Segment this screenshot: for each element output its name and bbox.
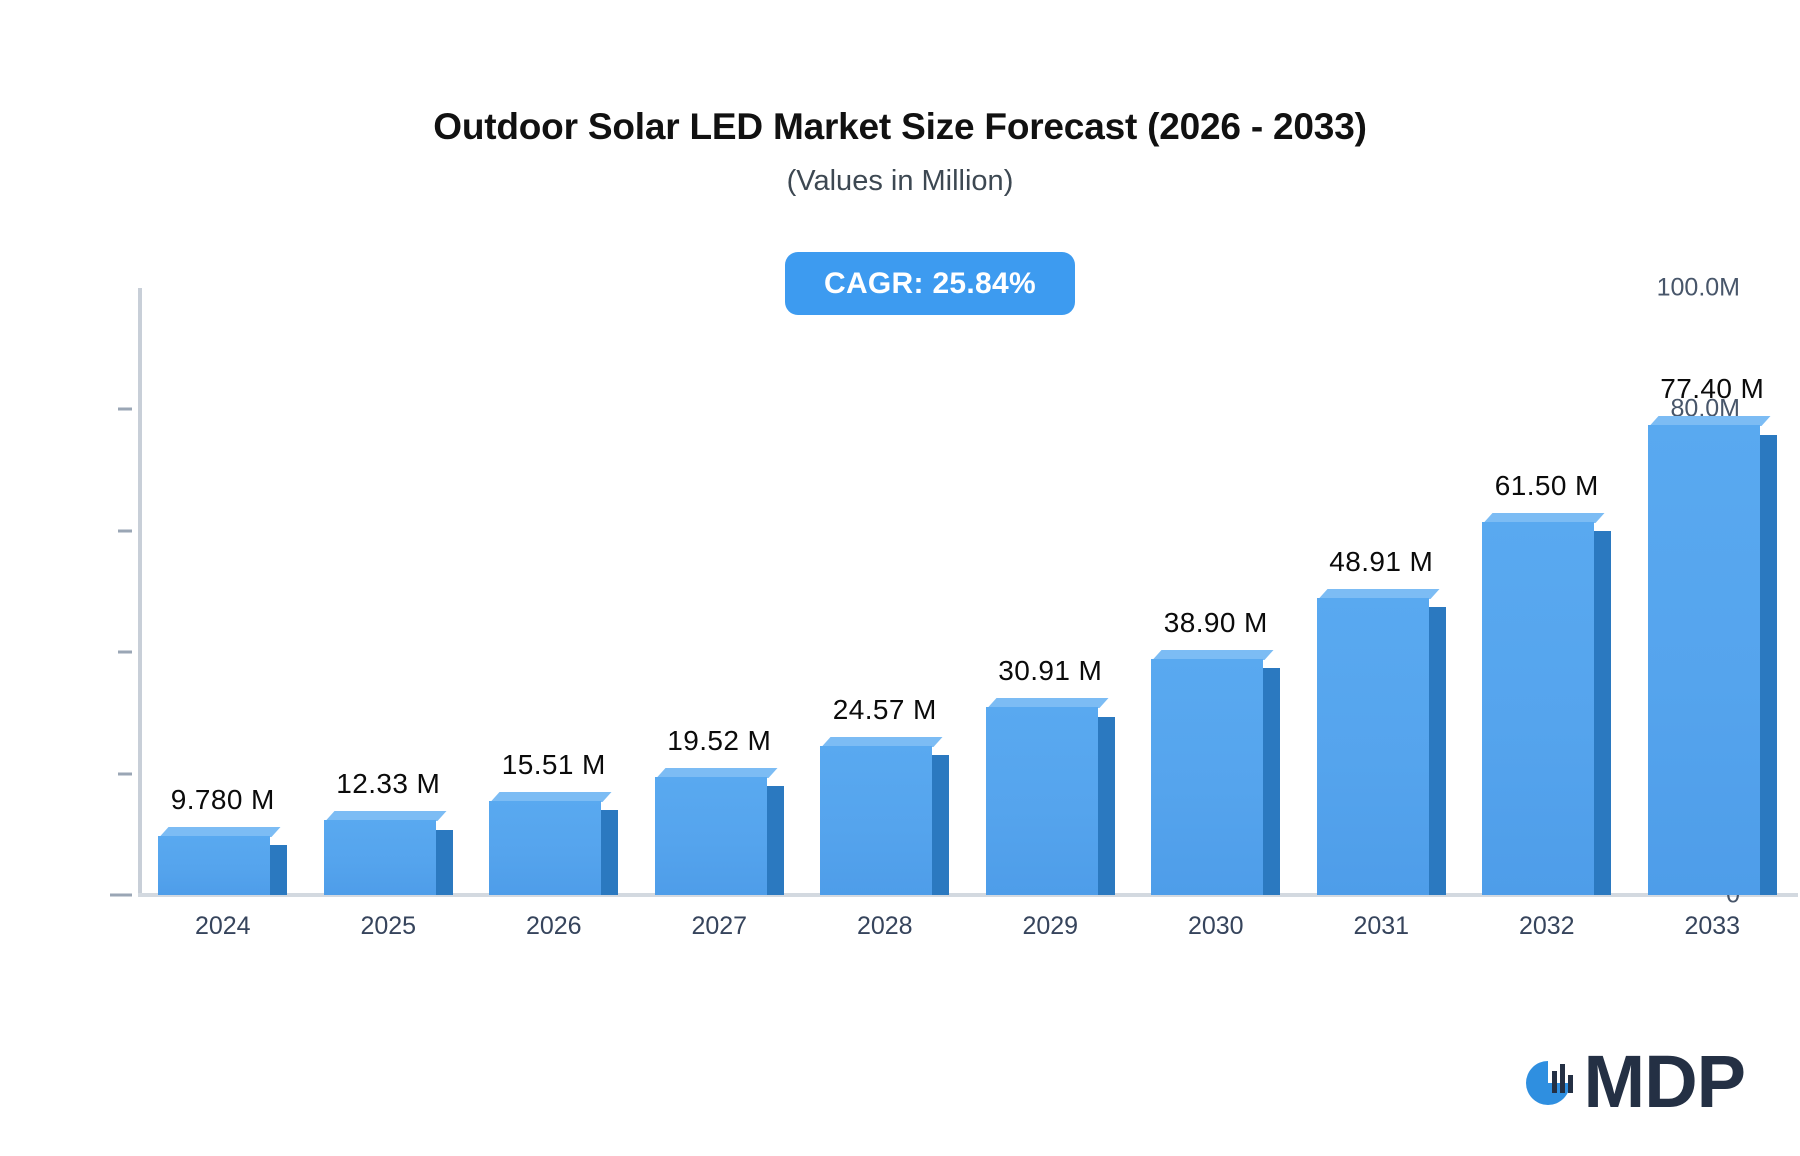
- x-axis-label-2031: 2031: [1353, 912, 1410, 940]
- bar-2028[interactable]: [820, 745, 933, 895]
- chart-title: Outdoor Solar LED Market Size Forecast (…: [433, 106, 1367, 147]
- bar-value-label: 24.57 M: [832, 693, 937, 725]
- chart-header: Outdoor Solar LED Market Size Forecast (…: [0, 0, 1800, 196]
- mdp-logo: MDP: [1522, 1040, 1746, 1124]
- x-axis-label-2027: 2027: [691, 912, 748, 940]
- y-axis-tick-mark: [118, 772, 132, 776]
- y-axis-tick-label: 100.0M: [1656, 273, 1740, 302]
- bar-value-label: 48.91 M: [1329, 546, 1434, 578]
- cagr-badge: CAGR: 25.84%: [785, 252, 1075, 315]
- x-axis-label-2030: 2030: [1187, 912, 1244, 940]
- x-axis-label-2026: 2026: [525, 912, 582, 940]
- bar-side-face: [1263, 668, 1281, 895]
- bar-2031[interactable]: [1316, 598, 1429, 895]
- x-axis-label-2025: 2025: [360, 912, 417, 940]
- bar-side-face: [601, 810, 619, 895]
- bar-2025[interactable]: [323, 820, 436, 895]
- x-axis-label-2029: 2029: [1022, 912, 1079, 940]
- x-axis-label-2024: 2024: [194, 912, 251, 940]
- y-axis-tick-mark: [118, 407, 132, 411]
- bar-2032[interactable]: [1482, 521, 1595, 895]
- chart-subtitle: (Values in Million): [786, 165, 1014, 197]
- bar-2026[interactable]: [489, 800, 602, 895]
- bar-value-label: 12.33 M: [336, 768, 441, 800]
- bar-2027[interactable]: [654, 776, 767, 895]
- bar-2033[interactable]: [1647, 425, 1760, 895]
- bar-2030[interactable]: [1151, 658, 1264, 895]
- bar-value-label: 15.51 M: [501, 748, 606, 780]
- x-axis-label-2032: 2032: [1518, 912, 1575, 940]
- bar-side-face: [1594, 531, 1612, 895]
- bar-value-label: 77.40 M: [1660, 373, 1765, 405]
- pie-bar-chart-icon: [1522, 1055, 1578, 1111]
- y-axis-tick-mark: [118, 650, 132, 654]
- bar-2024[interactable]: [158, 835, 271, 895]
- bar-2029[interactable]: [985, 707, 1098, 895]
- x-axis-label-2028: 2028: [856, 912, 913, 940]
- bar-value-label: 19.52 M: [667, 724, 772, 756]
- y-axis-line: [138, 288, 142, 896]
- bar-side-face: [270, 845, 288, 895]
- x-axis-line: [138, 893, 1798, 897]
- x-axis-label-2033: 2033: [1684, 912, 1741, 940]
- bar-value-label: 61.50 M: [1494, 469, 1599, 501]
- y-axis-tick-mark: [110, 893, 132, 897]
- bar-side-face: [1097, 716, 1115, 895]
- logo-text: MDP: [1583, 1040, 1746, 1124]
- bar-side-face: [435, 829, 453, 895]
- bar-side-face: [1428, 607, 1446, 895]
- bar-value-label: 38.90 M: [1163, 606, 1268, 638]
- bar-side-face: [766, 785, 784, 895]
- bar-side-face: [1759, 434, 1777, 895]
- bar-side-face: [932, 755, 950, 895]
- bar-value-label: 30.91 M: [998, 655, 1103, 687]
- bar-value-label: 9.780 M: [170, 783, 275, 815]
- y-axis-tick-mark: [118, 529, 132, 533]
